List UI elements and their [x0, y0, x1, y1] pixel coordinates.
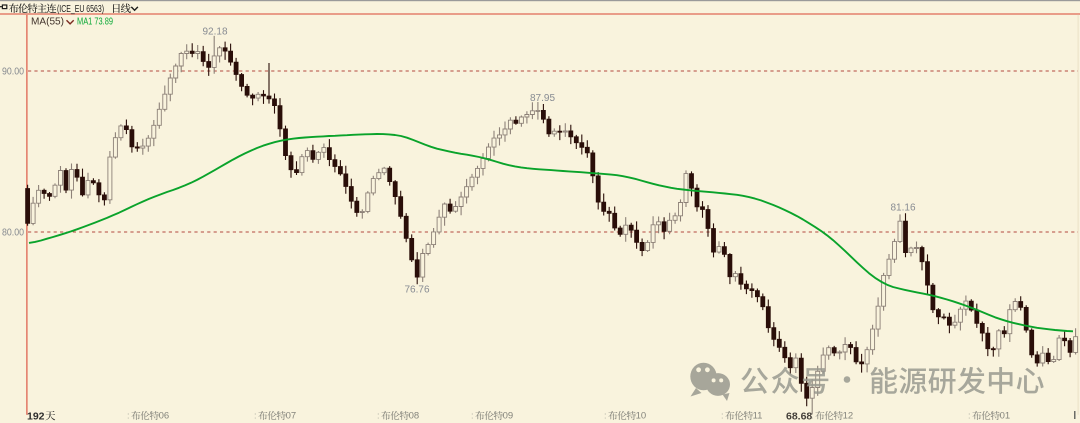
- svg-text:07: 07: [286, 411, 297, 422]
- svg-text::: :: [811, 411, 814, 421]
- svg-text:01: 01: [1000, 411, 1011, 422]
- svg-text::: :: [254, 411, 257, 421]
- svg-text:09: 09: [503, 411, 514, 422]
- svg-text:81.16: 81.16: [890, 203, 915, 214]
- svg-text:10: 10: [636, 411, 647, 422]
- svg-text:12: 12: [843, 411, 854, 422]
- svg-text:08: 08: [409, 411, 420, 422]
- svg-text:76.76: 76.76: [404, 285, 429, 296]
- svg-text:92.18: 92.18: [202, 26, 227, 37]
- svg-text:06: 06: [159, 411, 170, 422]
- svg-text::: :: [604, 411, 607, 421]
- svg-text:192: 192: [27, 411, 45, 423]
- svg-text:68.68: 68.68: [786, 411, 812, 423]
- svg-text:11: 11: [753, 411, 763, 422]
- svg-text::: :: [471, 411, 474, 421]
- svg-text:MA(55): MA(55): [31, 16, 64, 28]
- svg-text:MA1 73.89: MA1 73.89: [77, 16, 113, 28]
- svg-text:87.95: 87.95: [530, 93, 555, 104]
- svg-text::: :: [377, 411, 380, 421]
- svg-text:(ICE_EU 6563): (ICE_EU 6563): [57, 4, 104, 15]
- svg-text::: :: [968, 411, 971, 421]
- svg-text::: :: [127, 411, 130, 421]
- svg-text:90.00: 90.00: [2, 66, 24, 78]
- svg-text:80.00: 80.00: [2, 227, 24, 239]
- svg-text::: :: [721, 411, 724, 421]
